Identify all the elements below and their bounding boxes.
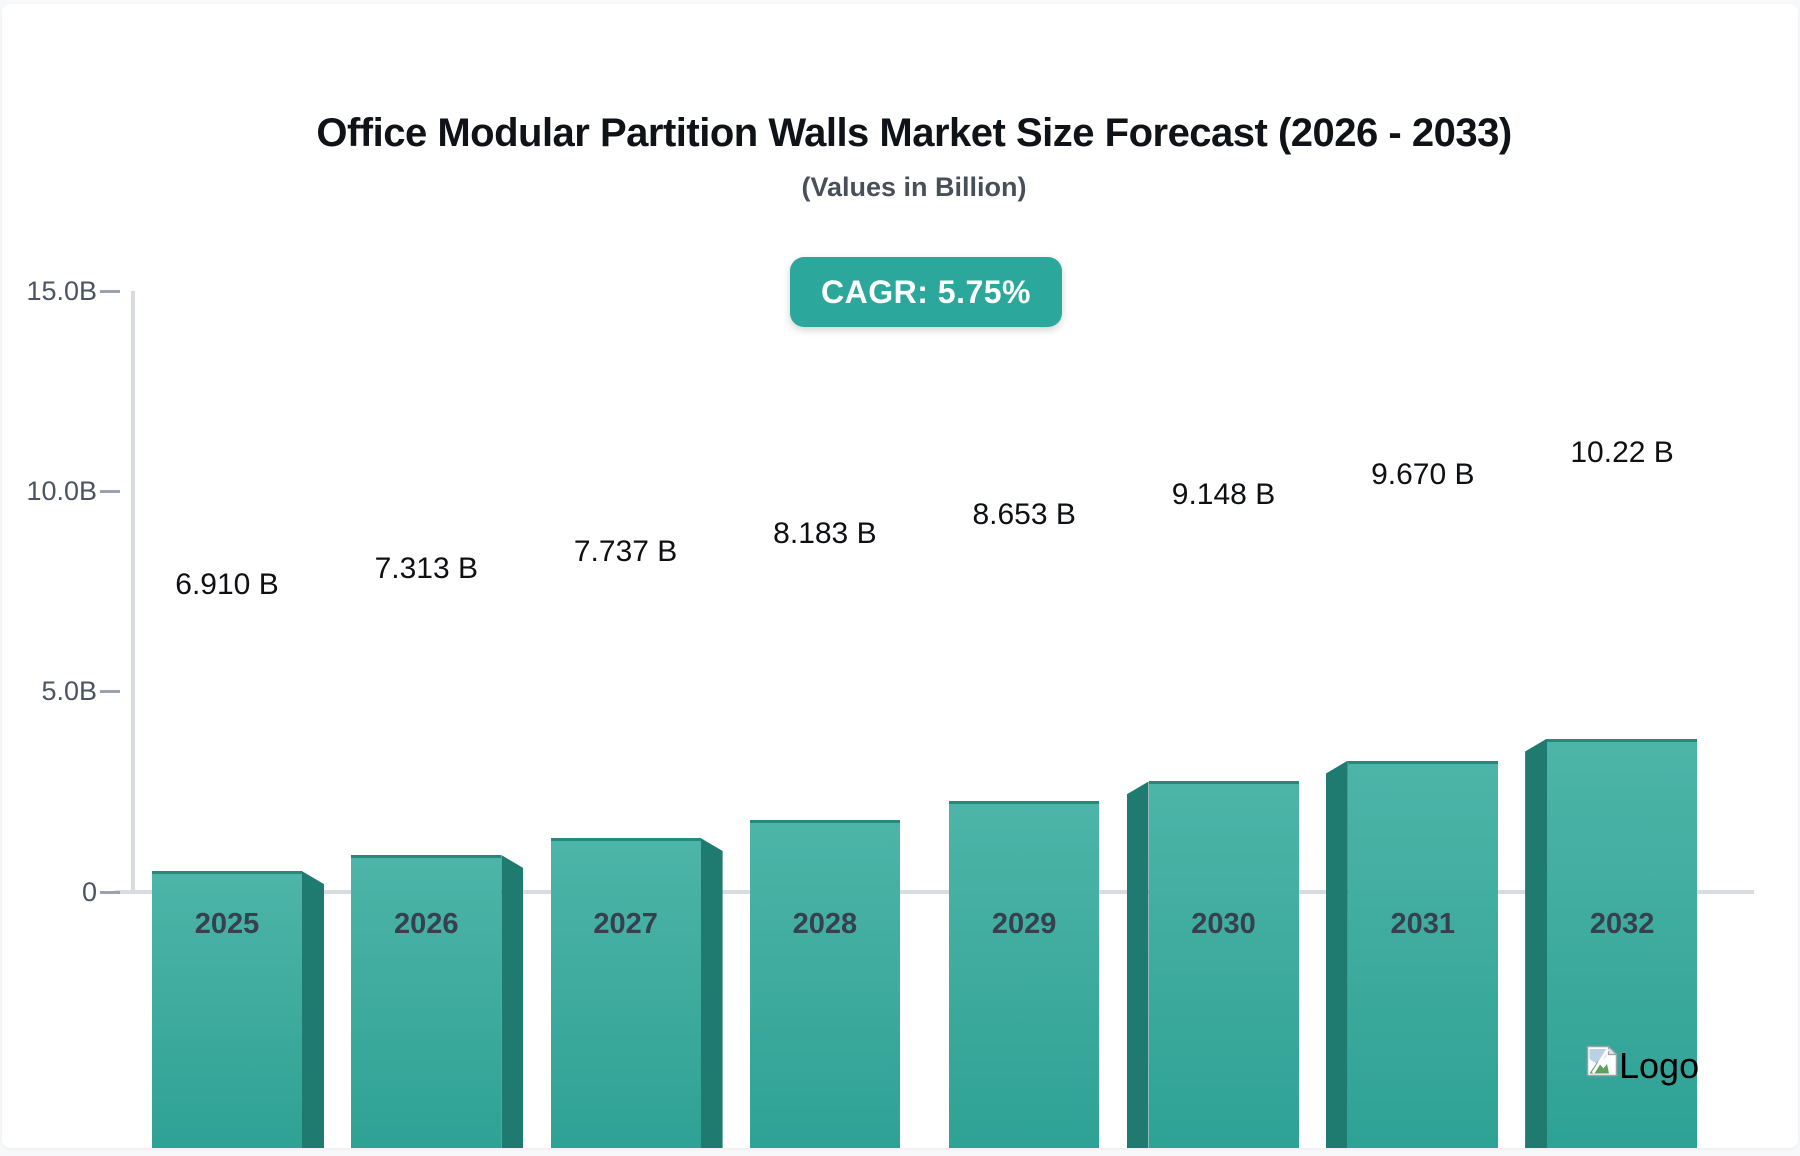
x-axis-label-2028: 2028	[792, 908, 858, 940]
bar-value-label-2031: 9.670 B	[1371, 457, 1475, 491]
bar-2027	[550, 838, 701, 1148]
bar-value-label-2029: 8.653 B	[972, 498, 1076, 532]
bar-value-label-2025: 6.910 B	[175, 568, 279, 602]
bar-2030	[1148, 781, 1299, 1148]
broken-image-icon	[1586, 1045, 1618, 1077]
cagr-badge: CAGR: 5.75%	[790, 257, 1062, 327]
y-tick-dash	[100, 489, 120, 493]
bar-side-2031	[1325, 760, 1348, 1148]
bar-side-2027	[700, 838, 723, 1148]
bar-value-label-2027: 7.737 B	[573, 535, 678, 568]
y-tick-dash	[100, 289, 120, 293]
bar-value-label-2028: 8.183 B	[773, 517, 877, 551]
bar-2032	[1547, 738, 1698, 1148]
y-tick-label: 10.0B	[26, 475, 97, 506]
bar-side-2025	[302, 871, 324, 1148]
x-axis-label-2031: 2031	[1390, 908, 1456, 940]
bar-side-2030	[1126, 781, 1149, 1148]
y-tick-dash	[100, 890, 120, 894]
bar-side-2026	[501, 855, 524, 1148]
cagr-badge-label: CAGR: 5.75%	[821, 273, 1031, 310]
bar-2028	[749, 820, 900, 1148]
chart-card: Office Modular Partition Walls Market Si…	[2, 4, 1798, 1148]
bar-value-label-2032: 10.22 B	[1570, 435, 1674, 469]
x-axis-label-2032: 2032	[1589, 908, 1655, 940]
x-axis-label-2030: 2030	[1191, 908, 1256, 940]
x-axis-label-2026: 2026	[394, 908, 459, 940]
x-axis-label-2027: 2027	[593, 908, 658, 940]
chart-subtitle: (Values in Billion)	[801, 172, 1027, 202]
y-tick-label: 15.0B	[26, 275, 97, 306]
bar-side-2032	[1525, 738, 1548, 1148]
y-tick-dash	[100, 690, 120, 694]
logo: Logo	[1585, 1044, 1699, 1086]
bar-value-label-2030: 9.148 B	[1171, 478, 1276, 512]
y-tick-label: 0	[81, 876, 97, 907]
y-tick-label: 5.0B	[41, 676, 97, 707]
bar-value-label-2026: 7.313 B	[374, 551, 478, 585]
bar-2025	[152, 871, 302, 1148]
logo-alt-text: Logo	[1619, 1045, 1700, 1086]
y-axis-line	[131, 291, 135, 894]
bar-2026	[351, 855, 502, 1148]
bar-2029	[949, 801, 1100, 1148]
x-axis-line	[115, 890, 1754, 894]
x-axis-label-2025: 2025	[194, 908, 260, 940]
x-axis-label-2029: 2029	[991, 908, 1057, 940]
bar-2031	[1347, 760, 1498, 1148]
chart-title: Office Modular Partition Walls Market Si…	[316, 111, 1512, 155]
